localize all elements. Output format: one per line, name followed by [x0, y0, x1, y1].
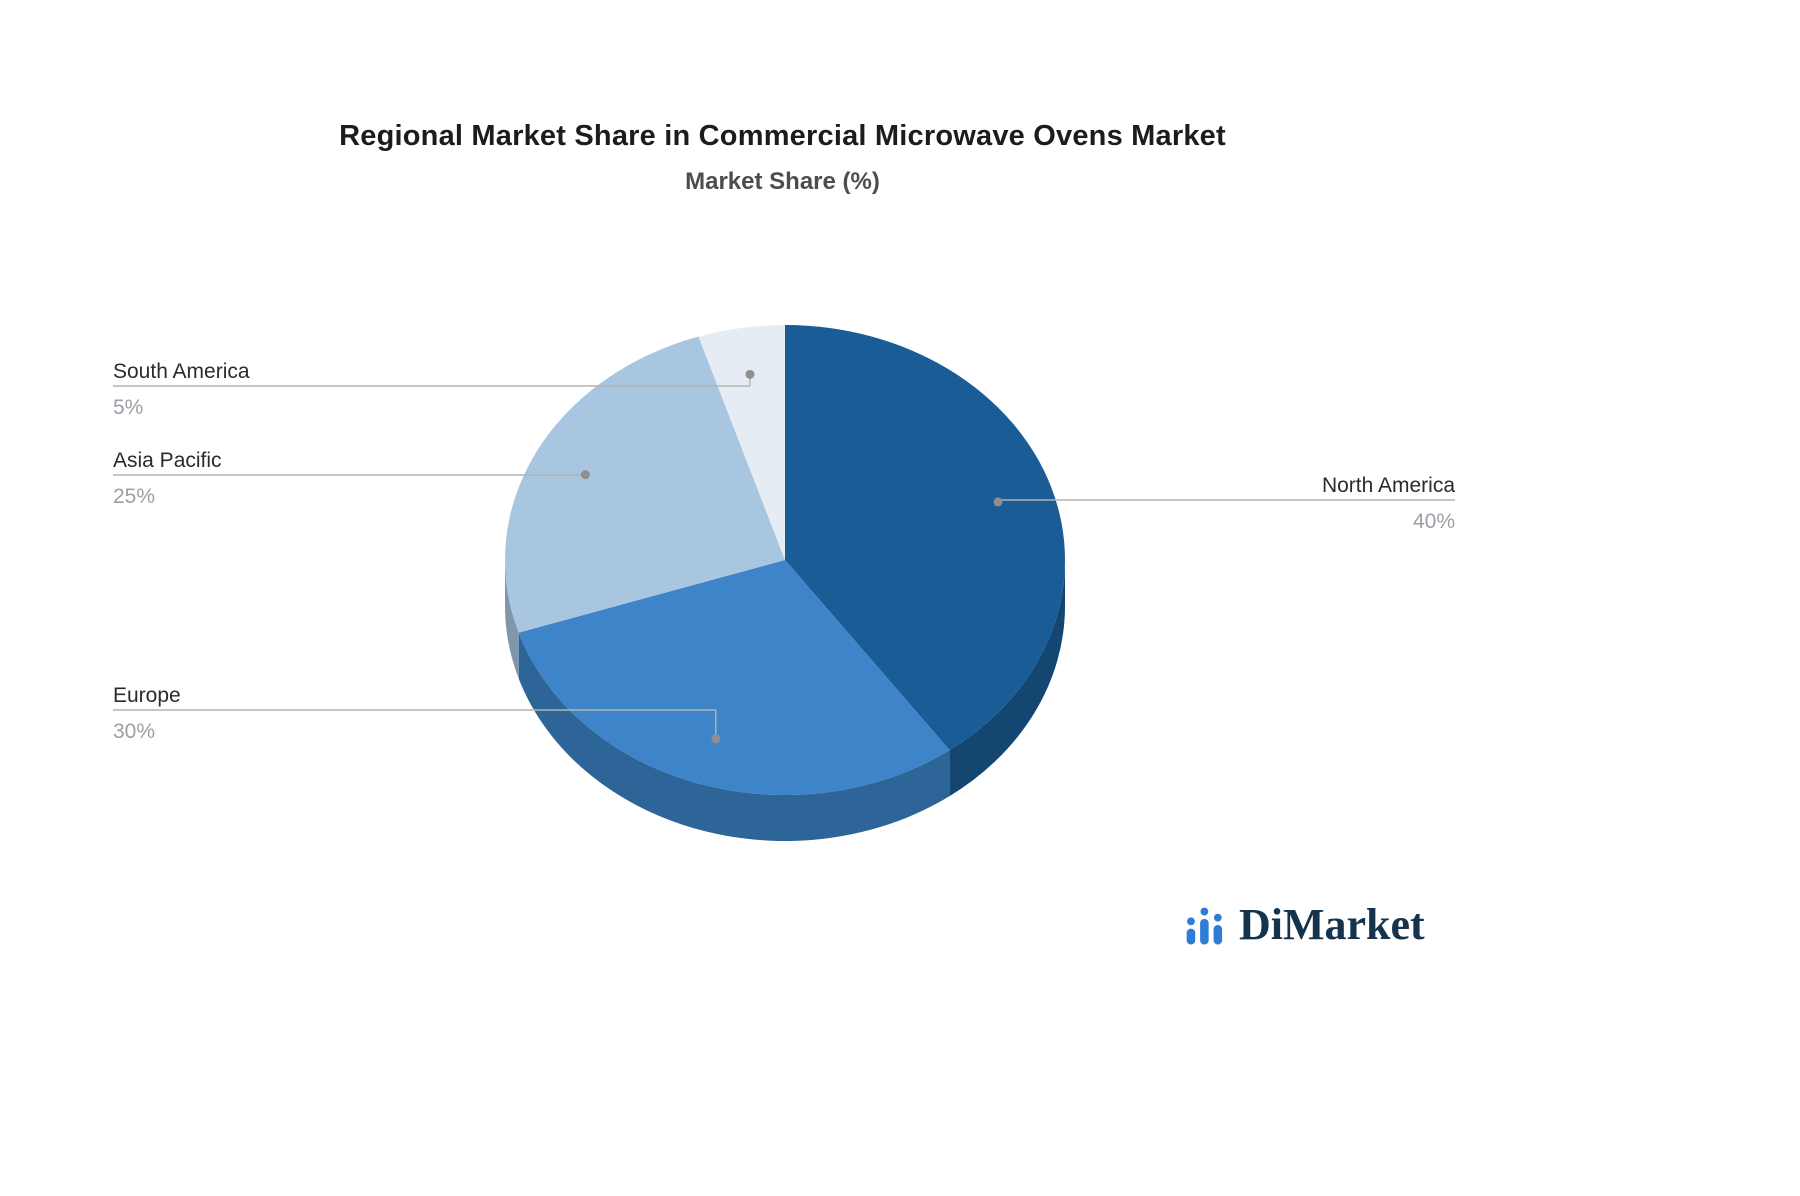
callout-anchor-dot [711, 734, 721, 744]
slice-percent: 25% [113, 485, 155, 508]
slice-percent: 30% [113, 720, 155, 743]
slice-percent: 5% [113, 396, 143, 419]
slice-percent: 40% [1413, 510, 1455, 533]
brand-logo-text: DiMarket [1239, 900, 1425, 949]
logo-dot [1213, 913, 1222, 922]
logo-bar [1186, 928, 1196, 945]
pie-callout-asia-pacific: Asia Pacific 25% [113, 449, 590, 508]
slice-label: Europe [113, 684, 181, 707]
slice-label: North America [1322, 474, 1455, 497]
chart-title: Regional Market Share in Commercial Micr… [339, 120, 1226, 152]
pie-slice-side-north-america [949, 560, 1065, 797]
brand-logo: DiMarket [1183, 903, 1425, 947]
pie-slice-side-europe [518, 632, 950, 841]
pie-callout-north-america: North America 40% [993, 474, 1455, 533]
slice-label: South America [113, 360, 250, 383]
logo-bar [1213, 925, 1223, 945]
logo-dot [1200, 907, 1209, 916]
pie-slice-south-america [698, 325, 785, 560]
pie-slice-north-america [785, 325, 1065, 751]
pie-slice-side-asia-pacific [505, 560, 519, 679]
pie-callout-south-america: South America 5% [113, 360, 755, 419]
pie-slice-asia-pacific [504, 336, 785, 633]
logo-dot [1187, 917, 1195, 926]
callout-anchor-dot [580, 470, 590, 480]
pie-slice-europe [518, 560, 950, 796]
callout-anchor-dot [745, 369, 755, 379]
chart-subtitle: Market Share (%) [685, 168, 880, 195]
slice-label: Asia Pacific [113, 449, 222, 472]
bar-chart-icon [1186, 907, 1223, 945]
callout-anchor-dot [993, 497, 1003, 507]
logo-bar [1200, 918, 1209, 945]
pie-callout-europe: Europe 30% [113, 684, 721, 744]
